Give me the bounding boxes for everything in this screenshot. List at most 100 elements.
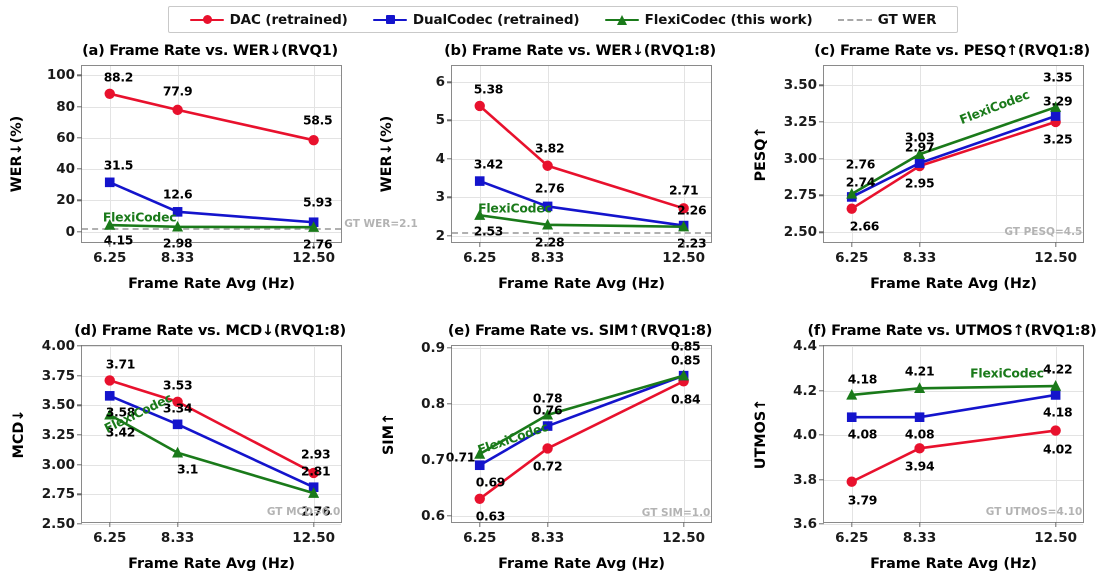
x-axis-tick-label: 12.50 [292,530,335,546]
subplot-d-series-layer [104,375,320,498]
y-axis-tick-label: 0.7 [421,451,445,468]
data-value-label: 0.76 [532,402,563,418]
x-axis-tick-label: 8.33 [160,250,195,266]
gridline-horizontal [82,75,341,77]
y-axis-tick-label: 2.50 [41,516,75,532]
gridline-horizontal [824,85,1083,87]
data-point-marker [846,388,858,400]
subplot-f-x-axis-label: Frame Rate Avg (Hz) [870,556,1037,572]
gridline-horizontal [824,390,1083,392]
data-value-label: 4.22 [1042,361,1073,377]
gridline-horizontal [82,524,341,525]
data-point-marker [474,460,485,471]
y-axis-tick-label: 3.75 [41,367,75,384]
y-axis-tick-label: 5 [435,112,445,129]
y-axis-tick-mark [77,493,82,496]
legend-swatch-circle-icon [189,13,224,27]
legend-label: DualCodec (retrained) [412,11,580,28]
gridline-vertical [313,66,315,242]
gt-reference-line [452,231,711,234]
legend-item-3[interactable]: FlexiCodec (this work) [604,12,813,28]
data-point-marker [542,408,554,420]
data-point-marker [542,218,554,230]
x-axis-tick-label: 8.33 [530,530,565,546]
gridline-horizontal [82,200,341,202]
data-value-label: 2.53 [473,223,504,239]
gridline-horizontal [824,158,1083,160]
subplot-c-x-axis-label: Frame Rate Avg (Hz) [870,276,1037,292]
subplot-d-title: (d) Frame Rate vs. MCD↓(RVQ1:8) [74,322,346,339]
y-axis-tick-label: 4.00 [41,338,75,354]
legend-item-4[interactable]: GT WER [837,12,937,28]
x-axis-tick-label: 12.50 [662,250,705,266]
data-value-label: 3.94 [904,458,935,474]
series-line-2 [478,374,685,467]
x-axis-tick-label: 6.25 [93,250,127,266]
data-value-label: 3.53 [162,377,193,393]
data-value-label: 0.71 [445,449,476,465]
data-value-label: 58.5 [302,112,333,128]
data-value-label: 3.58 [105,404,136,420]
x-axis-tick-mark [851,242,853,247]
gridline-horizontal [82,405,341,407]
series-line-1 [850,120,1057,210]
data-point-marker [542,201,553,212]
data-point-marker [846,203,857,214]
data-point-marker [172,419,183,430]
y-axis-tick-mark [447,234,452,237]
y-axis-tick-label: 4.0 [793,427,817,443]
subplot-d-plot-area: 3.71 3.53 2.93 3.58 3.34 2.81 3.42 3.1 2.76 Flexi… [42,338,342,546]
data-value-label: 2.93 [300,446,331,462]
data-value-label: 2.66 [849,218,880,234]
gridline-horizontal [452,459,711,461]
data-value-label: 12.6 [162,186,193,202]
y-axis-tick-label: 2 [435,227,445,244]
subplot-b-y-axis-label: WER↓(%) [379,115,395,193]
gridline-horizontal [452,120,711,122]
y-axis-tick-mark [819,478,824,481]
data-value-label: 0.85 [670,352,701,368]
gridline-horizontal [82,346,341,347]
y-axis-tick-mark [77,230,82,233]
gridline-horizontal [824,479,1083,481]
data-point-marker [914,158,925,168]
gridline-vertical [177,66,179,242]
y-axis-tick-label: 0.8 [421,395,445,412]
gt-reference-line [82,228,341,231]
data-point-marker [308,221,320,232]
x-axis-tick-label: 6.25 [463,530,497,546]
gt-note: GT UTMOS=4.10 [985,505,1083,518]
y-axis-tick-label: 4 [435,150,445,167]
y-axis-tick-label: 20 [56,192,75,209]
y-axis-tick-mark [77,374,82,377]
gridline-vertical [177,346,179,522]
data-point-marker [542,160,553,171]
legend-item-1[interactable]: DAC (retrained) [189,12,348,28]
data-value-label: 3.71 [105,356,136,372]
data-point-marker [104,219,116,230]
x-axis-tick-label: 12.50 [1034,250,1077,266]
y-axis-tick-mark [819,194,824,197]
y-axis-tick-mark [819,345,824,347]
gridline-horizontal [82,494,341,496]
gridline-vertical [683,66,685,242]
legend-item-2[interactable]: DualCodec (retrained) [372,11,580,28]
data-point-marker [474,100,485,112]
gridline-vertical [1055,66,1057,242]
y-axis-tick-label: 4.2 [793,382,817,399]
x-axis-tick-mark [479,522,481,527]
data-value-label: 5.38 [473,81,504,97]
data-value-label: 4.08 [847,426,878,442]
y-axis-tick-mark [447,81,452,83]
x-axis-tick-label: 8.33 [530,250,565,266]
data-point-marker [846,187,858,199]
flexicodec-annotation: FlexiCodec [102,209,177,225]
data-point-marker [308,467,319,479]
data-point-marker [172,104,183,116]
series-line-3 [108,223,315,229]
data-value-label: 3.79 [847,492,878,508]
subplot-a-x-axis-label: Frame Rate Avg (Hz) [128,276,295,292]
gridline-horizontal [824,232,1083,234]
gridline-horizontal [82,464,341,466]
